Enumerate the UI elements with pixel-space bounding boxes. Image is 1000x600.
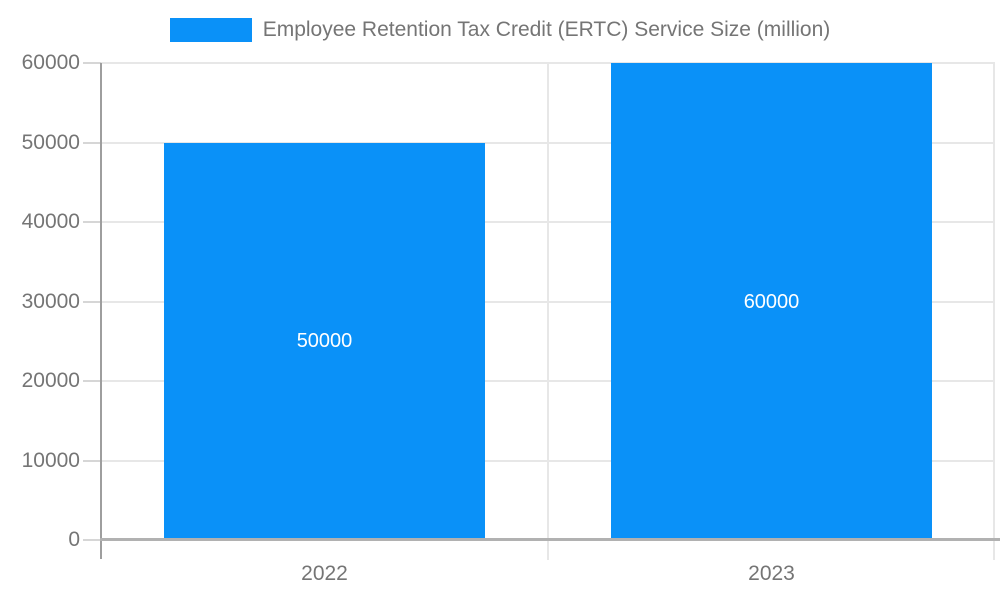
y-axis-tick — [83, 62, 101, 64]
bar-value-label: 60000 — [743, 290, 800, 313]
y-axis-label: 20000 — [21, 369, 80, 392]
y-axis-label: 40000 — [21, 210, 80, 233]
y-axis-label: 50000 — [21, 130, 80, 154]
y-axis-label: 0 — [68, 528, 80, 551]
legend-item[interactable]: Employee Retention Tax Credit (ERTC) Ser… — [169, 18, 831, 42]
plot-right-border — [993, 63, 995, 560]
x-axis-label: 2022 — [301, 562, 348, 585]
bar-value-label: 50000 — [296, 330, 353, 353]
y-axis-tick — [83, 459, 101, 462]
chart-legend: Employee Retention Tax Credit (ERTC) Ser… — [0, 16, 1000, 44]
bar[interactable] — [611, 63, 932, 540]
y-axis-label: 60000 — [21, 51, 80, 74]
y-axis-tick — [83, 221, 101, 223]
y-axis-label: 10000 — [21, 448, 80, 472]
legend-label: Employee Retention Tax Credit (ERTC) Ser… — [262, 18, 831, 41]
y-axis-label: 30000 — [21, 289, 80, 313]
x-axis-label: 2023 — [748, 562, 795, 585]
y-axis-tick — [83, 380, 101, 382]
legend-swatch-icon — [169, 18, 252, 42]
y-axis-tick — [83, 539, 101, 541]
y-axis-tick — [83, 141, 101, 144]
x-axis-tick — [547, 540, 549, 560]
x-axis-line — [100, 538, 1000, 541]
y-axis-tick — [83, 300, 101, 303]
gridline-vertical — [547, 63, 549, 540]
y-axis-line — [100, 63, 102, 559]
bar[interactable] — [164, 142, 485, 540]
